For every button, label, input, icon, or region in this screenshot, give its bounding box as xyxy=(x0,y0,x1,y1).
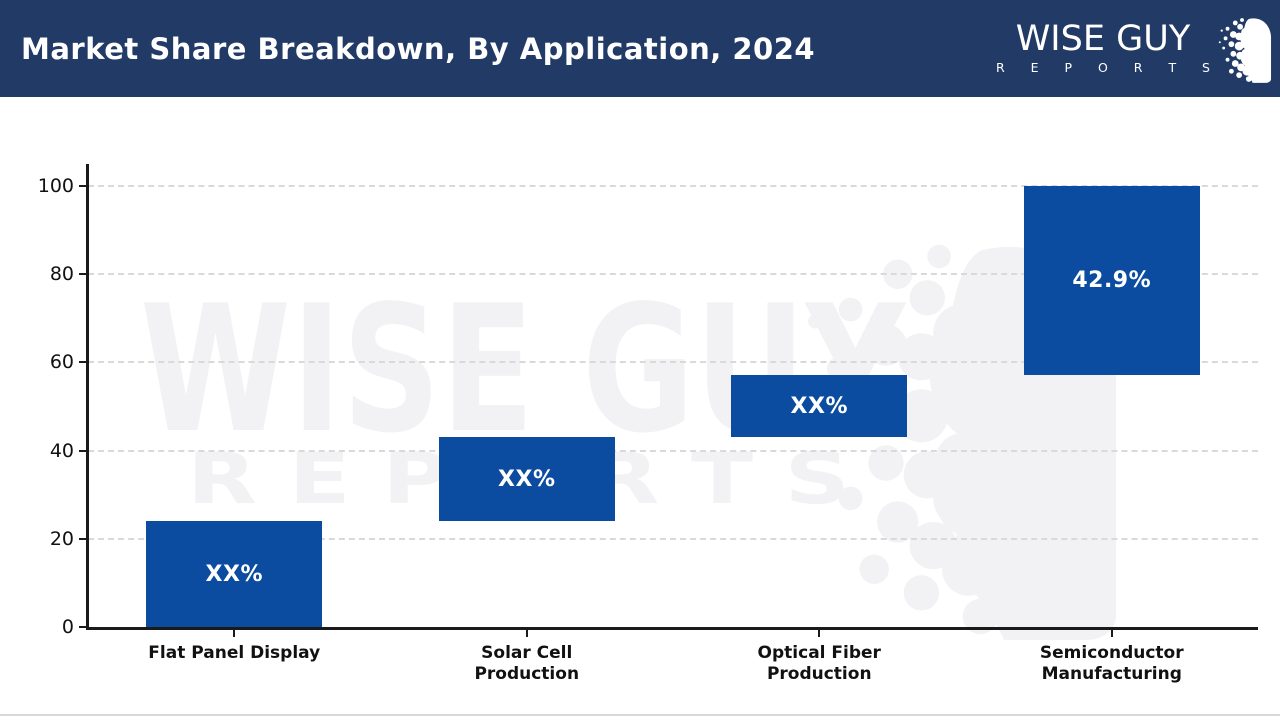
x-axis-line xyxy=(86,627,1258,630)
y-gridline xyxy=(88,185,1258,187)
y-axis-tick xyxy=(79,626,87,628)
y-tick-label: 0 xyxy=(61,616,74,638)
x-axis-tick xyxy=(233,629,236,637)
y-axis-line xyxy=(86,164,89,630)
header-band: Market Share Breakdown, By Application, … xyxy=(0,0,1280,97)
y-axis-tick xyxy=(79,449,87,452)
y-tick-label: 100 xyxy=(37,175,74,197)
bar-value-label: 42.9% xyxy=(1072,268,1152,294)
y-gridline xyxy=(88,449,1258,452)
waterfall-bar-4: 42.9% xyxy=(1023,186,1200,376)
x-axis-tick xyxy=(818,629,821,637)
wise-guy-logo: WISE GUY R E P O R T S xyxy=(996,15,1272,83)
dot-face-logo-icon xyxy=(1218,17,1272,83)
y-axis-tick xyxy=(79,361,87,364)
logo-text: WISE GUY R E P O R T S xyxy=(996,19,1210,76)
waterfall-bar-3: XX% xyxy=(731,375,908,438)
y-axis-tick xyxy=(79,537,87,540)
y-axis-tick xyxy=(79,185,87,187)
chart-area: WISE GUY R E P O R T S 020406080100XX%Fl… xyxy=(0,97,1280,714)
category-label: Solar Cell Production xyxy=(474,643,580,684)
y-axis-tick xyxy=(79,273,87,276)
category-label: Flat Panel Display xyxy=(148,643,321,663)
y-tick-label: 40 xyxy=(49,439,74,462)
waterfall-bar-1: XX% xyxy=(146,521,323,627)
y-gridline xyxy=(88,273,1258,276)
chart-title: Market Share Breakdown, By Application, … xyxy=(21,31,816,66)
bar-value-label: XX% xyxy=(498,466,556,492)
y-gridline xyxy=(88,361,1258,364)
logo-sub-label: R E P O R T S xyxy=(995,60,1221,75)
waterfall-bar-2: XX% xyxy=(438,437,615,522)
y-gridline xyxy=(88,537,1258,540)
y-tick-label: 60 xyxy=(49,351,74,374)
y-tick-label: 20 xyxy=(49,527,74,550)
category-label: Optical Fiber Production xyxy=(757,643,881,684)
x-axis-tick xyxy=(525,629,528,637)
logo-brand-label: WISE GUY xyxy=(1015,19,1191,59)
y-tick-label: 80 xyxy=(49,263,74,286)
bar-value-label: XX% xyxy=(790,393,848,419)
bar-value-label: XX% xyxy=(205,561,263,587)
x-axis-tick xyxy=(1110,629,1113,637)
category-label: Semiconductor Manufacturing xyxy=(1039,643,1184,684)
